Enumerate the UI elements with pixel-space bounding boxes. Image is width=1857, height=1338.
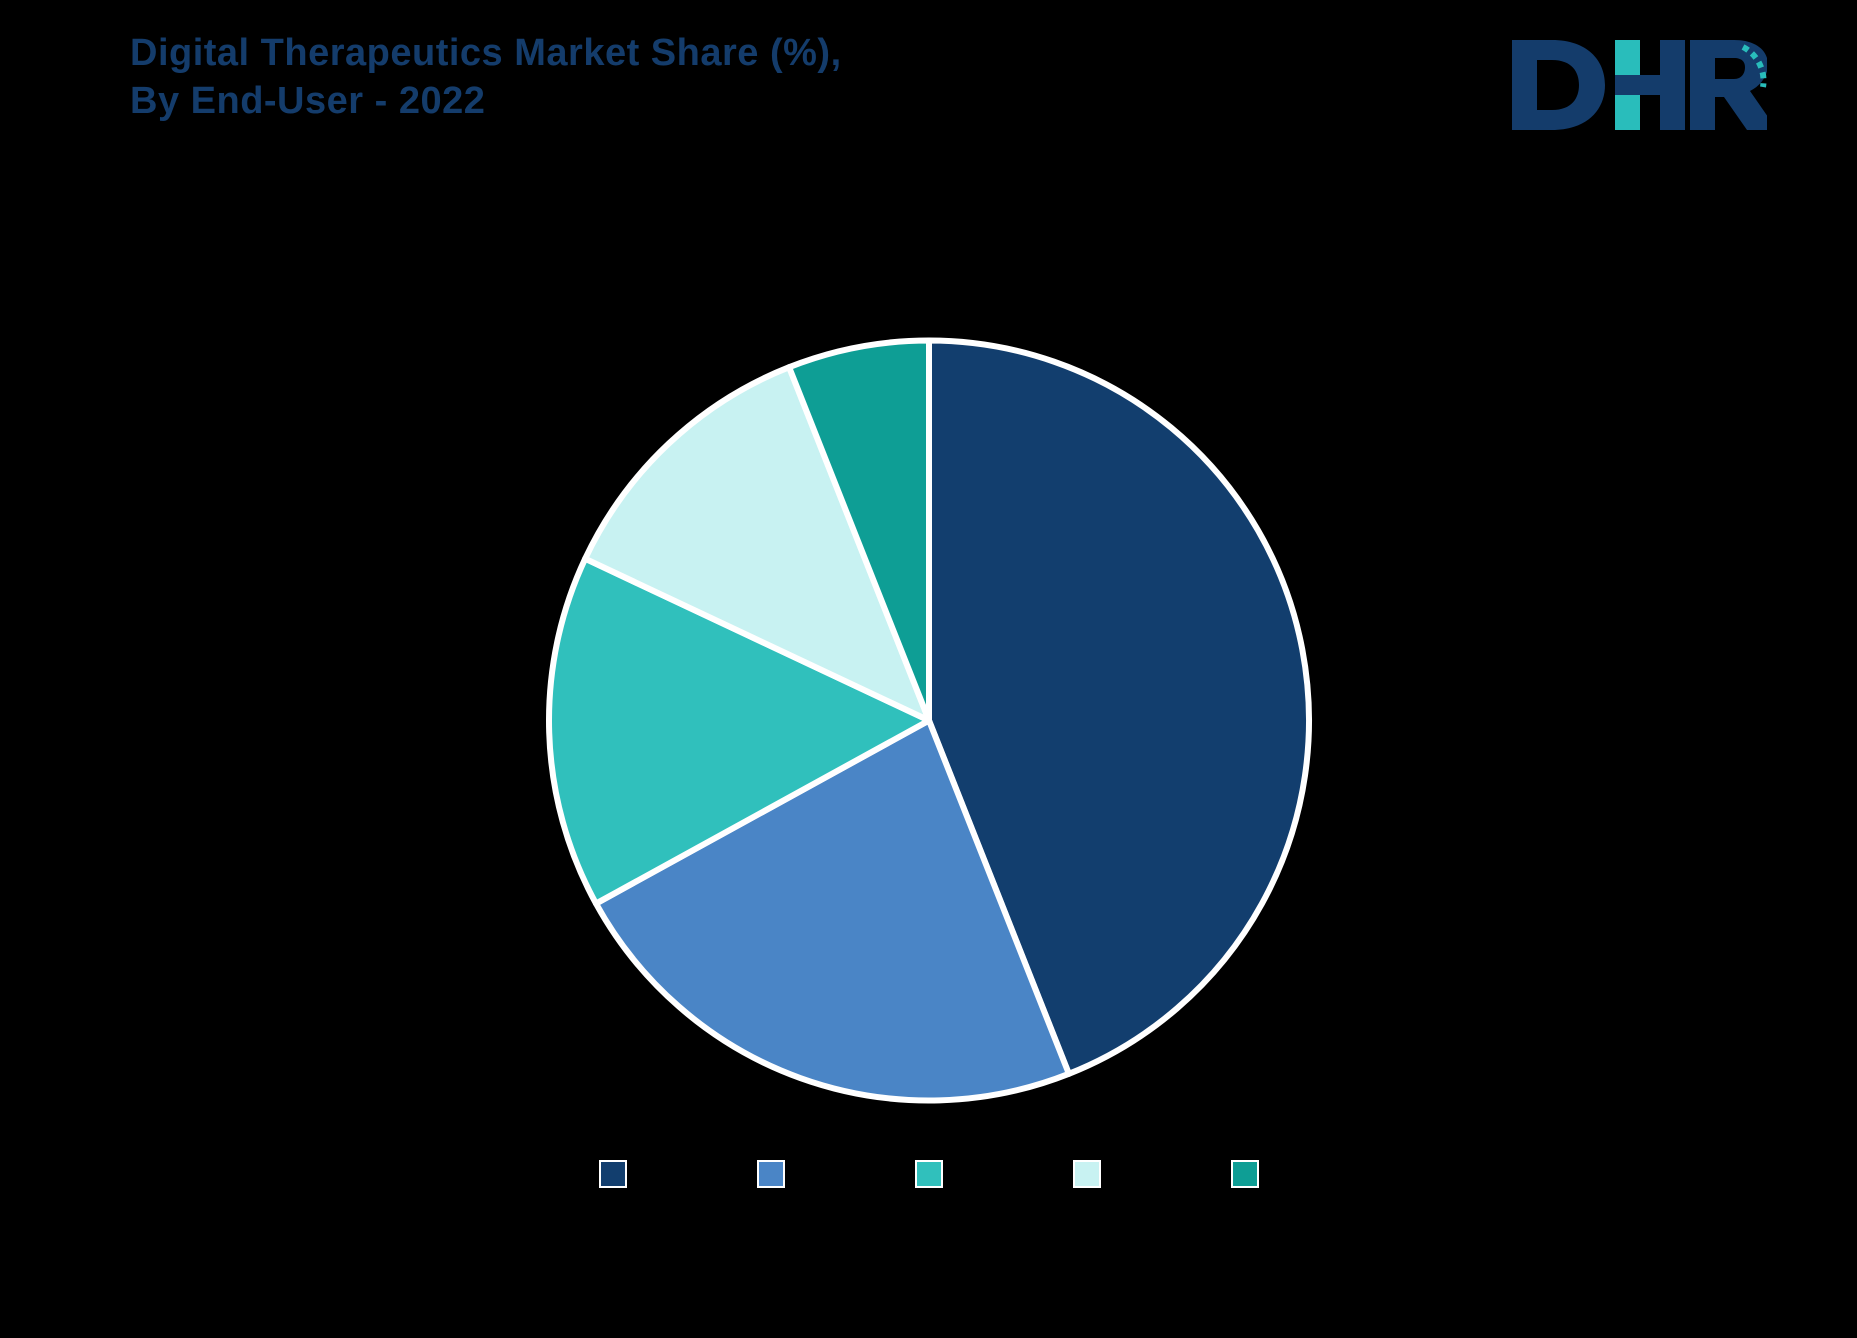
pie-chart bbox=[519, 310, 1339, 1135]
legend-swatch-0 bbox=[599, 1160, 627, 1188]
chart-title: Digital Therapeutics Market Share (%), B… bbox=[130, 30, 842, 125]
legend-item-4 bbox=[1231, 1160, 1259, 1188]
chart-canvas: Digital Therapeutics Market Share (%), B… bbox=[0, 0, 1857, 1338]
legend-item-0 bbox=[599, 1160, 627, 1188]
legend-swatch-2 bbox=[915, 1160, 943, 1188]
legend-item-3 bbox=[1073, 1160, 1101, 1188]
dhr-logo-svg bbox=[1507, 25, 1767, 145]
legend-swatch-3 bbox=[1073, 1160, 1101, 1188]
legend-item-2 bbox=[915, 1160, 943, 1188]
brand-logo bbox=[1507, 25, 1767, 145]
legend-swatch-4 bbox=[1231, 1160, 1259, 1188]
legend bbox=[599, 1160, 1259, 1188]
chart-title-line1: Digital Therapeutics Market Share (%), bbox=[130, 30, 842, 78]
chart-title-line2: By End-User - 2022 bbox=[130, 78, 842, 126]
legend-item-1 bbox=[757, 1160, 785, 1188]
legend-swatch-1 bbox=[757, 1160, 785, 1188]
pie-svg bbox=[519, 310, 1339, 1130]
